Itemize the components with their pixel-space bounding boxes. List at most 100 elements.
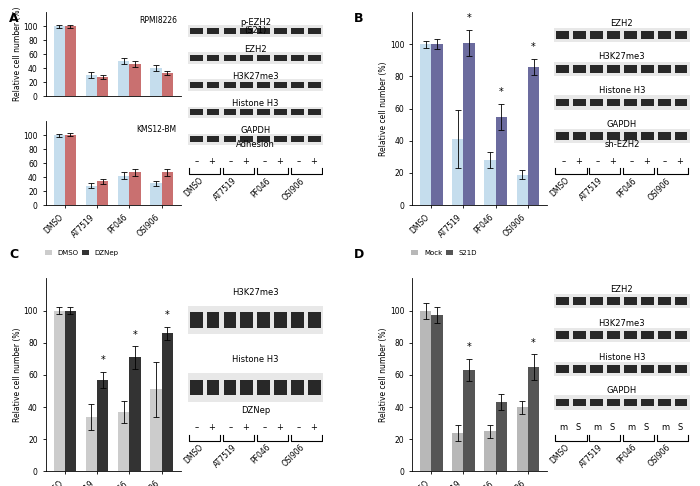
Bar bbox=[624, 31, 637, 39]
Text: PF046: PF046 bbox=[249, 442, 272, 466]
Bar bbox=[517, 174, 528, 205]
Bar bbox=[590, 399, 603, 406]
Bar bbox=[640, 365, 654, 373]
Text: *: * bbox=[132, 330, 137, 340]
Bar bbox=[556, 365, 569, 373]
Text: DMSO: DMSO bbox=[548, 442, 571, 465]
Bar bbox=[130, 172, 141, 205]
Bar bbox=[206, 380, 220, 396]
Text: D: D bbox=[354, 248, 364, 261]
Bar bbox=[190, 55, 202, 61]
Bar bbox=[308, 109, 321, 115]
Bar bbox=[554, 95, 690, 109]
Bar bbox=[675, 297, 687, 305]
Bar bbox=[624, 65, 637, 72]
Bar bbox=[658, 132, 671, 140]
Bar bbox=[556, 65, 569, 72]
Bar bbox=[223, 28, 237, 34]
Text: DMSO: DMSO bbox=[182, 442, 204, 465]
Text: –: – bbox=[297, 157, 301, 166]
Bar bbox=[241, 380, 253, 396]
Bar bbox=[54, 311, 65, 471]
Bar bbox=[420, 44, 431, 205]
Bar bbox=[291, 55, 304, 61]
Text: –: – bbox=[595, 157, 599, 166]
Bar bbox=[206, 136, 220, 142]
Bar bbox=[274, 109, 287, 115]
Bar bbox=[556, 132, 569, 140]
Bar bbox=[150, 183, 162, 205]
Y-axis label: Relative cell number (%): Relative cell number (%) bbox=[13, 328, 22, 422]
Bar bbox=[554, 28, 690, 42]
Bar bbox=[274, 55, 287, 61]
Bar bbox=[190, 312, 202, 328]
Bar bbox=[65, 26, 76, 96]
Text: –: – bbox=[663, 157, 667, 166]
Text: EZH2: EZH2 bbox=[610, 19, 633, 28]
Text: (S21): (S21) bbox=[244, 26, 267, 35]
Bar bbox=[291, 136, 304, 142]
Bar bbox=[624, 99, 637, 106]
Bar bbox=[452, 433, 463, 471]
Text: *: * bbox=[100, 355, 105, 365]
Bar bbox=[118, 176, 130, 205]
Bar bbox=[258, 82, 270, 88]
Text: GAPDH: GAPDH bbox=[607, 120, 637, 129]
Bar bbox=[528, 67, 539, 205]
Bar bbox=[607, 297, 620, 305]
Bar bbox=[291, 82, 304, 88]
Bar bbox=[463, 43, 475, 205]
Bar bbox=[675, 365, 687, 373]
Text: OSI906: OSI906 bbox=[281, 442, 306, 469]
Text: +: + bbox=[575, 157, 582, 166]
Bar bbox=[130, 64, 141, 96]
Bar bbox=[556, 399, 569, 406]
Text: m: m bbox=[594, 423, 601, 432]
Text: +: + bbox=[242, 157, 249, 166]
Text: –: – bbox=[561, 157, 566, 166]
Bar bbox=[223, 82, 237, 88]
Text: –: – bbox=[195, 423, 199, 432]
Bar bbox=[258, 109, 270, 115]
Bar bbox=[258, 55, 270, 61]
Text: –: – bbox=[262, 423, 267, 432]
Bar bbox=[675, 331, 687, 339]
Bar bbox=[556, 331, 569, 339]
Bar bbox=[573, 31, 586, 39]
Text: Adhesion: Adhesion bbox=[236, 140, 275, 149]
Bar bbox=[206, 28, 220, 34]
Y-axis label: Relative cell number (%): Relative cell number (%) bbox=[13, 7, 22, 102]
Bar bbox=[206, 109, 220, 115]
Bar bbox=[97, 380, 108, 471]
Bar bbox=[274, 82, 287, 88]
Bar bbox=[640, 297, 654, 305]
Bar bbox=[658, 65, 671, 72]
Bar bbox=[556, 297, 569, 305]
Bar bbox=[308, 312, 321, 328]
Bar bbox=[86, 75, 97, 96]
Bar bbox=[590, 297, 603, 305]
Bar bbox=[223, 109, 237, 115]
Bar bbox=[223, 55, 237, 61]
Bar bbox=[223, 312, 237, 328]
Bar bbox=[607, 31, 620, 39]
Text: m: m bbox=[627, 423, 636, 432]
Text: *: * bbox=[467, 343, 472, 352]
Bar bbox=[258, 380, 270, 396]
Bar bbox=[640, 132, 654, 140]
Bar bbox=[241, 55, 253, 61]
Bar bbox=[517, 407, 528, 471]
Text: EZH2: EZH2 bbox=[610, 285, 633, 294]
Text: *: * bbox=[531, 338, 536, 347]
Text: +: + bbox=[310, 157, 317, 166]
Bar bbox=[190, 109, 202, 115]
Bar bbox=[463, 370, 475, 471]
Bar bbox=[223, 380, 237, 396]
Bar bbox=[190, 82, 202, 88]
Y-axis label: Relative cell number (%): Relative cell number (%) bbox=[379, 328, 389, 422]
Bar bbox=[590, 331, 603, 339]
Bar bbox=[241, 82, 253, 88]
Bar bbox=[590, 31, 603, 39]
Bar bbox=[484, 431, 496, 471]
Text: H3K27me3: H3K27me3 bbox=[232, 288, 279, 297]
